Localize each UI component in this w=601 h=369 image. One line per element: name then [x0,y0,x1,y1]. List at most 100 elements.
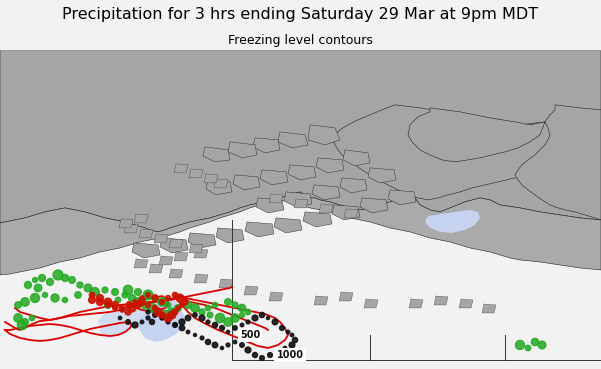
Circle shape [69,277,75,283]
Circle shape [37,273,47,283]
Polygon shape [0,50,601,232]
Circle shape [139,320,144,324]
Circle shape [185,329,191,335]
Circle shape [52,296,58,300]
Polygon shape [169,269,183,278]
Polygon shape [434,296,448,305]
Circle shape [148,304,156,312]
Circle shape [212,342,218,348]
Circle shape [219,325,224,330]
Polygon shape [189,244,203,253]
Circle shape [200,335,204,340]
Circle shape [28,314,37,323]
Circle shape [230,300,240,310]
Circle shape [134,301,142,309]
Polygon shape [408,108,545,162]
Text: 500: 500 [240,330,260,340]
Circle shape [279,325,285,331]
Polygon shape [316,158,344,173]
Polygon shape [314,296,328,305]
Circle shape [516,340,525,349]
Polygon shape [214,179,228,188]
Polygon shape [284,192,312,207]
Circle shape [46,278,53,286]
Polygon shape [256,198,284,213]
Polygon shape [425,210,480,233]
Polygon shape [216,228,244,243]
Polygon shape [189,169,203,178]
Circle shape [31,276,40,284]
Circle shape [192,312,198,318]
Circle shape [153,306,157,310]
Circle shape [33,283,43,293]
Circle shape [159,299,165,305]
Circle shape [212,301,219,308]
Circle shape [177,295,183,301]
Circle shape [194,333,197,337]
Circle shape [220,346,224,350]
Circle shape [90,293,94,297]
Polygon shape [319,204,333,213]
Circle shape [14,301,22,309]
Polygon shape [98,308,148,338]
Polygon shape [134,259,148,268]
Circle shape [179,302,185,308]
Circle shape [146,316,150,320]
Polygon shape [312,185,340,200]
Polygon shape [139,229,153,238]
Circle shape [267,352,273,358]
Circle shape [118,316,122,320]
Circle shape [233,326,237,330]
Circle shape [166,320,170,324]
Circle shape [125,302,131,308]
Polygon shape [274,218,302,233]
Polygon shape [188,233,216,248]
Circle shape [145,303,151,307]
Polygon shape [244,286,258,295]
Polygon shape [294,199,308,208]
Polygon shape [154,234,168,243]
Polygon shape [204,174,218,183]
Circle shape [165,319,171,325]
Circle shape [233,340,237,344]
Circle shape [133,323,136,327]
Polygon shape [303,212,332,227]
Circle shape [172,323,177,327]
Polygon shape [174,164,188,173]
Polygon shape [233,175,260,190]
Circle shape [155,309,161,315]
Polygon shape [343,150,370,166]
Polygon shape [245,222,274,237]
Circle shape [532,339,538,345]
Circle shape [63,275,67,280]
Circle shape [129,294,135,301]
Circle shape [105,302,111,308]
Circle shape [121,291,129,299]
Circle shape [125,309,131,315]
Circle shape [104,301,112,309]
Circle shape [130,306,134,310]
Circle shape [83,283,93,293]
Text: Precipitation for 3 hrs ending Saturday 29 Mar at 9pm MDT: Precipitation for 3 hrs ending Saturday … [63,7,538,23]
Circle shape [169,309,175,315]
Circle shape [231,313,240,323]
Circle shape [146,310,150,314]
Circle shape [96,298,104,306]
Circle shape [159,299,165,306]
Circle shape [239,342,245,348]
Polygon shape [260,170,288,185]
Circle shape [260,313,264,317]
Circle shape [206,320,210,324]
Circle shape [282,345,288,351]
Polygon shape [288,165,316,180]
Polygon shape [344,209,358,218]
Circle shape [289,342,295,348]
Circle shape [102,286,108,293]
Polygon shape [119,219,133,228]
Circle shape [169,312,175,318]
Circle shape [246,320,250,324]
Polygon shape [340,178,367,193]
Circle shape [243,307,253,317]
Circle shape [133,287,143,297]
Circle shape [145,292,151,298]
